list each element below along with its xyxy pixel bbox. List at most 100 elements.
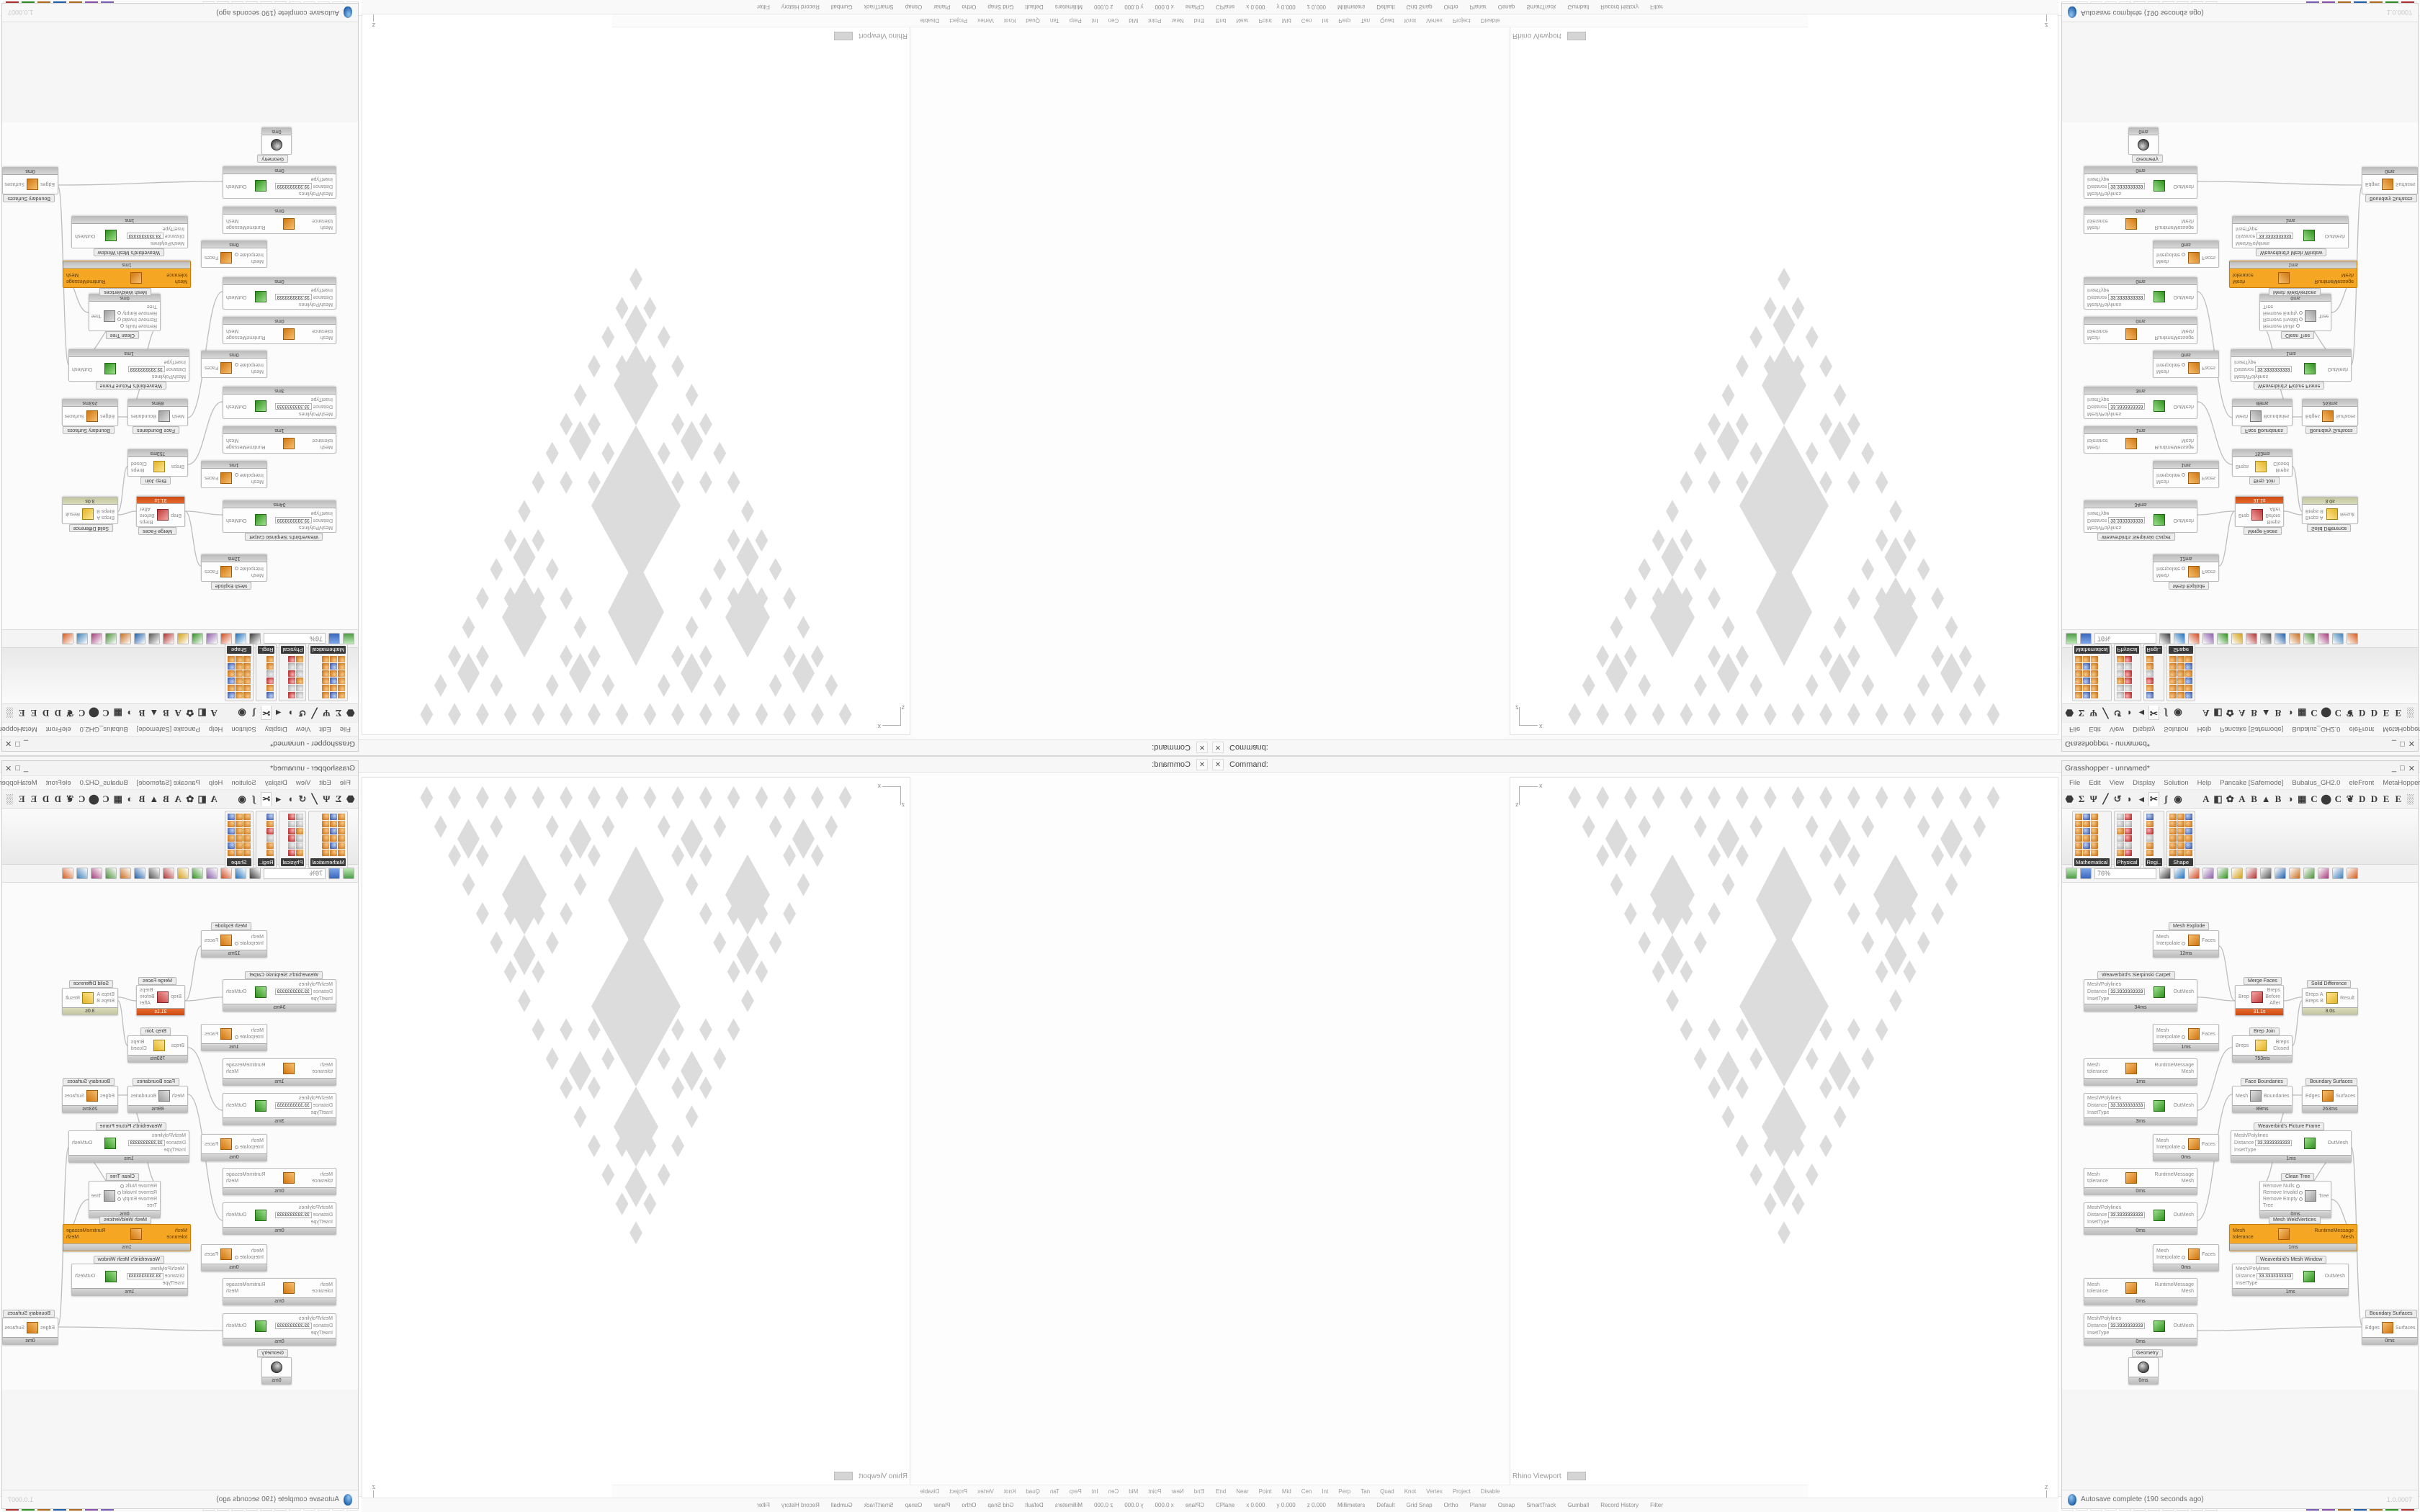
node-toggle-knob[interactable]	[234, 942, 238, 945]
rhino-viewport[interactable]: x z x z	[352, 777, 910, 1511]
gh-component-mesh-weld-2[interactable]: Mesh tolerance RuntimeMessage Mesh 0ms	[223, 1168, 336, 1195]
ribbon-component-icon[interactable]	[227, 814, 235, 820]
gh-tab-8[interactable]: ʃ	[252, 708, 256, 719]
node-label[interactable]: Brep Join	[140, 1027, 171, 1035]
node-label[interactable]: Weaverbird's Mesh Window	[93, 1256, 164, 1264]
osnap-point[interactable]: Point	[1258, 1488, 1272, 1495]
ribbon-component-icon[interactable]	[2177, 842, 2185, 849]
ribbon-group-regi[interactable]: Regi..	[255, 811, 277, 868]
status-field-gumball[interactable]: Gumball	[830, 4, 853, 10]
ribbon-component-icon[interactable]	[338, 828, 345, 834]
node-toggle-knob[interactable]	[234, 1035, 238, 1039]
gh-tab-right-15[interactable]: E	[2383, 708, 2390, 719]
node-toggle-knob[interactable]	[2298, 311, 2303, 315]
gh-component-face-boundaries[interactable]: Mesh Boundaries 89ms	[2232, 1086, 2293, 1113]
osnap-near[interactable]: Near	[1236, 17, 1249, 24]
osnap-knot[interactable]: Knot	[1003, 1488, 1016, 1495]
ribbon-component-icon[interactable]	[2091, 663, 2098, 670]
node-label[interactable]: Solid Difference	[68, 524, 113, 532]
gh-tab-right-16[interactable]: E	[18, 708, 25, 719]
ribbon-component-icon[interactable]	[2091, 685, 2098, 691]
osnap-cen[interactable]: Cen	[1108, 17, 1119, 24]
gh-component-wb-picture-frame-2[interactable]: Mesh/Polylines Distance 33.3333333333 Inset…	[2084, 1202, 2197, 1235]
gh-tab-right-12[interactable]: ❦	[2346, 793, 2354, 804]
gh-component-mesh-explode-3[interactable]: Mesh Interpolate Faces 0ms	[201, 1134, 267, 1161]
ribbon-component-icon[interactable]	[322, 821, 329, 827]
ribbon-component-icon[interactable]	[2075, 670, 2082, 677]
rhino-status-bar[interactable]: CPlane x 0.000 y 0.000 z 0.000 Millimeters De…	[1210, 0, 2058, 14]
ribbon-component-icon[interactable]	[243, 814, 251, 820]
status-field-cplane[interactable]: CPlane	[1216, 1502, 1235, 1508]
status-field-z-0-000[interactable]: z 0.000	[1307, 4, 1326, 10]
gh-component-mesh-explode-1[interactable]: Mesh Interpolate Faces 12ms	[2153, 554, 2219, 582]
ribbon-component-icon[interactable]	[296, 692, 304, 698]
gh-tab-right-13[interactable]: D	[2359, 708, 2366, 719]
gh-tab-right-14[interactable]: D	[2370, 793, 2378, 804]
gh-menu-elefront[interactable]: eleFront	[2349, 778, 2375, 787]
ribbon-component-icon[interactable]	[2116, 670, 2124, 677]
ribbon-component-icon[interactable]	[288, 692, 296, 698]
gh-tab-right-5[interactable]: ▲	[2261, 708, 2271, 719]
node-input-value[interactable]: 33.3333333333	[2108, 1323, 2146, 1329]
ribbon-component-icon[interactable]	[2075, 656, 2082, 662]
rhino-osnap-bar[interactable]: End Near Point Mid Cen Int Perp Tan Quad Knot Vert…	[612, 14, 1210, 27]
gh-tab-right-5[interactable]: ▲	[149, 793, 159, 804]
gh-tab-4[interactable]: ↺	[298, 708, 307, 719]
ribbon-group-regi[interactable]: Regi..	[255, 644, 277, 701]
gh-tab-right-9[interactable]: C	[2311, 708, 2318, 719]
status-field-z-0-000[interactable]: z 0.000	[1307, 1502, 1326, 1508]
osnap-project[interactable]: Project	[949, 1488, 968, 1495]
gh-tab-right-4[interactable]: B	[2251, 793, 2257, 804]
gh-component-mesh-weld-1[interactable]: Mesh tolerance RuntimeMessage Mesh 1ms	[223, 426, 336, 454]
gh-component-clean-tree[interactable]: Remove Nulls Remove Invalid Remove Empty Tr…	[89, 1181, 161, 1218]
gh-menu-display[interactable]: Display	[2133, 778, 2156, 787]
gh-tab-right-1[interactable]: ◧	[197, 793, 207, 804]
gh-component-tabs[interactable]: ⬣ Σ Ψ ╱ ↺ ◗ ◂ ✂ ʃ ◉ A ◧ ✿ A B ▲ B ◑ ▦ C ⬤ C ❦ D D E E ░	[2, 703, 358, 722]
bake-icon[interactable]	[2188, 868, 2200, 879]
ribbon-component-icon[interactable]	[2124, 663, 2132, 670]
status-field-z-0-000[interactable]: z 0.000	[1094, 1502, 1113, 1508]
gh-tab-right-14[interactable]: D	[42, 708, 50, 719]
gh-component-merge-faces[interactable]: Brep Breps Before After 31.1s	[2235, 496, 2284, 527]
node-toggle-knob[interactable]	[2182, 363, 2186, 366]
ribbon-component-icon[interactable]	[338, 685, 345, 691]
gh-tab-right-10[interactable]: ⬤	[2321, 793, 2331, 804]
status-field-ortho[interactable]: Ortho	[962, 4, 977, 10]
status-field-record-history[interactable]: Record History	[781, 1502, 820, 1508]
status-field-grid-snap[interactable]: Grid Snap	[1406, 1502, 1433, 1508]
osnap-project[interactable]: Project	[1452, 1488, 1471, 1495]
gh-component-wb-picture-frame-1[interactable]: Mesh/Polylines Distance 33.3333333333 Inset…	[223, 1093, 336, 1125]
osnap-point[interactable]: Point	[1258, 17, 1272, 24]
cone-icon[interactable]	[62, 868, 73, 879]
node-toggle-knob[interactable]	[234, 1146, 238, 1149]
gh-tab-3[interactable]: ╱	[311, 793, 318, 804]
gh-component-tabs[interactable]: ⬣ Σ Ψ ╱ ↺ ◗ ◂ ✂ ʃ ◉ A ◧ ✿ A B ▲ B ◑ ▦ C ⬤ C ❦ D D E E ░	[2062, 703, 2418, 722]
help-icon[interactable]	[134, 633, 145, 644]
ribbon-component-icon[interactable]	[235, 821, 243, 827]
ribbon-component-icon[interactable]	[2075, 821, 2082, 827]
status-field-default[interactable]: Default	[1025, 1502, 1044, 1508]
gh-component-wb-sierpinski-carpet[interactable]: Mesh/Polylines Distance 33.3333333333 Inset…	[223, 979, 336, 1012]
ribbon-component-icon[interactable]	[2146, 670, 2154, 677]
gha-icon[interactable]	[177, 868, 189, 879]
gh-component-mesh-explode-2[interactable]: Mesh Interpolate Faces 1ms	[201, 461, 267, 488]
gh-tab-right-6[interactable]: B	[2275, 793, 2282, 804]
gh-node-canvas[interactable]: Mesh Explode Mesh Interpolate Faces 12ms Weav…	[2, 883, 358, 1390]
status-field-smarttrack[interactable]: SmartTrack	[864, 4, 894, 10]
node-label[interactable]: Weaverbird's Mesh Window	[93, 248, 164, 256]
ribbon-component-icon[interactable]	[2075, 692, 2082, 698]
gh-tab-3[interactable]: ╱	[2102, 708, 2109, 719]
picture-icon[interactable]	[163, 633, 174, 644]
gh-menu-elefront[interactable]: eleFront	[45, 725, 71, 734]
gh-tab-right-13[interactable]: D	[54, 793, 61, 804]
ribbon-component-icon[interactable]	[2169, 828, 2177, 834]
gh-tab-right-17[interactable]: ░	[6, 708, 14, 719]
gh-component-face-boundaries[interactable]: Mesh Boundaries 89ms	[127, 1086, 188, 1113]
ribbon-component-icon[interactable]	[2146, 692, 2154, 698]
gh-tab-9[interactable]: ◉	[2174, 708, 2182, 719]
zoom-level-field[interactable]: 76%	[2094, 633, 2156, 644]
gh-maximize-button[interactable]: □	[2400, 763, 2405, 773]
ribbon-component-icon[interactable]	[2146, 678, 2154, 684]
preview-eye-icon[interactable]	[2174, 633, 2185, 644]
bake-icon[interactable]	[220, 633, 232, 644]
